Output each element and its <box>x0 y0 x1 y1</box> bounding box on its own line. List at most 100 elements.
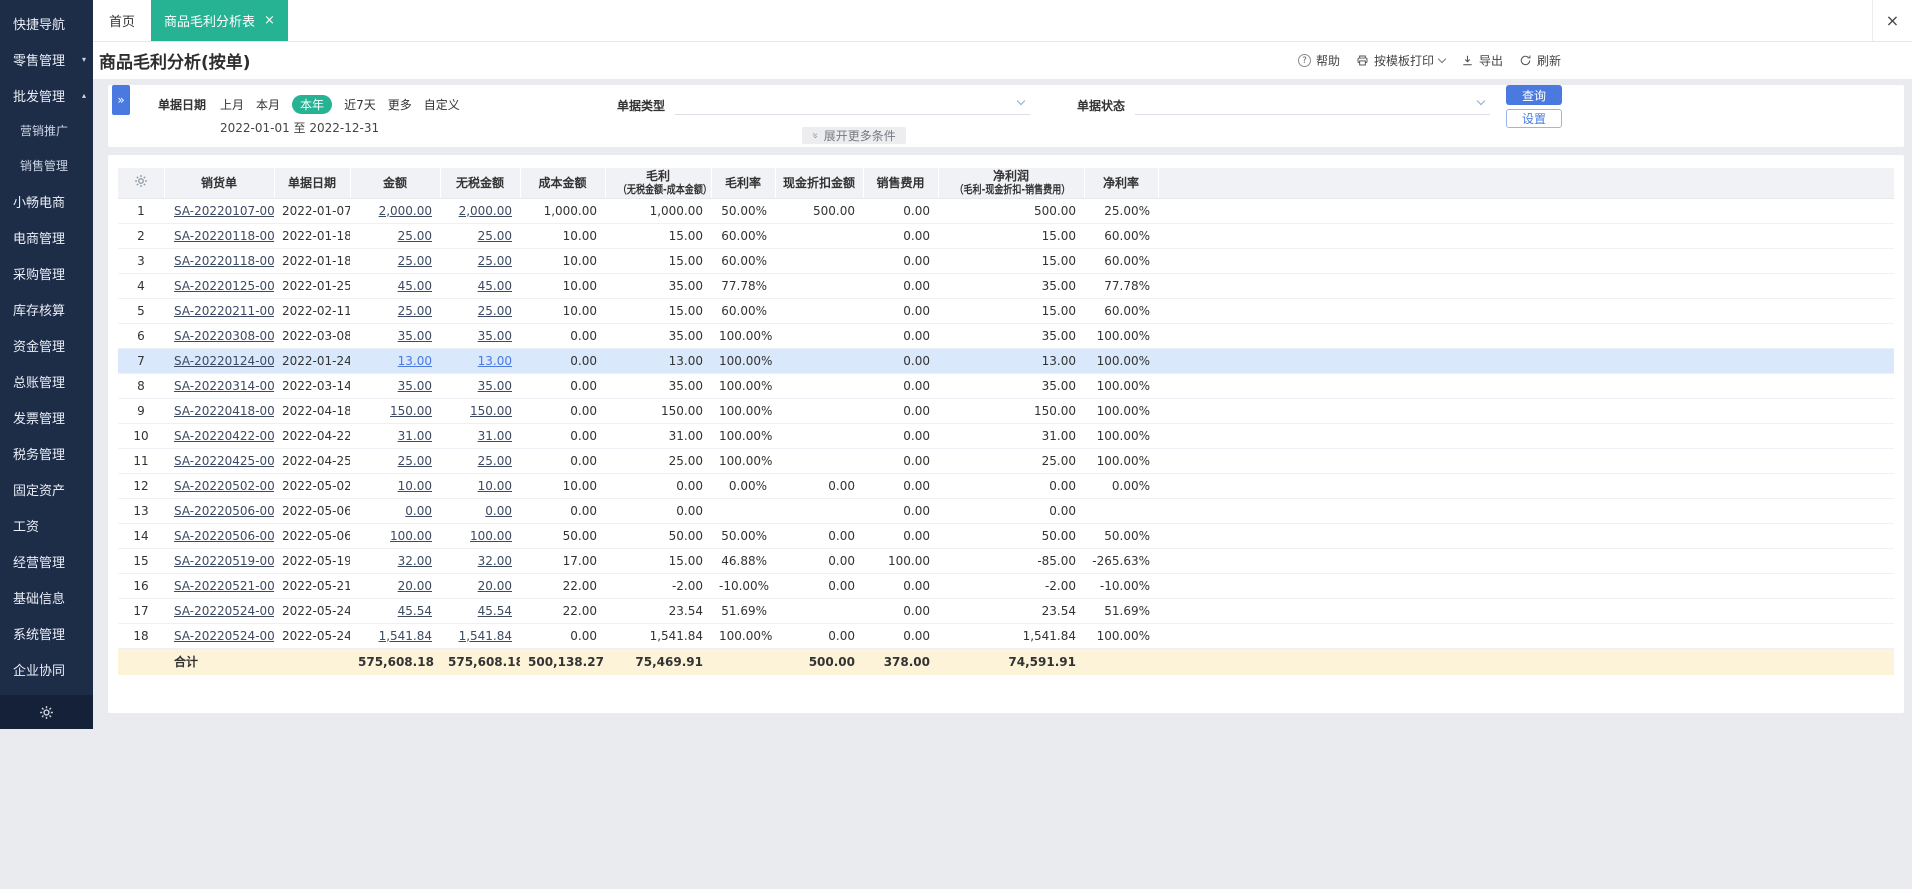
sidebar-item[interactable]: 销售管理 <box>0 148 93 183</box>
amount-link[interactable]: 45.00 <box>477 278 512 293</box>
column-header[interactable]: 成本金额 <box>520 168 606 199</box>
amount-link[interactable]: 45.54 <box>477 603 512 618</box>
amount-link[interactable]: 45.00 <box>397 278 432 293</box>
settings-button[interactable]: 设置 <box>1506 109 1562 128</box>
amount-link[interactable]: 0.00 <box>485 503 512 518</box>
sales-order-link[interactable]: SA-20220524-002 <box>174 628 274 643</box>
tab-home[interactable]: 首页 <box>109 15 136 30</box>
column-header[interactable]: 销售费用 <box>863 168 939 199</box>
help-button[interactable]: ? 帮助 <box>1298 52 1340 69</box>
close-icon[interactable]: × <box>1872 0 1912 41</box>
table-row[interactable]: 5 SA-20220211-001 2022-02-11 25.00 25.00 10.0… <box>118 298 1894 324</box>
table-row[interactable]: 8 SA-20220314-001 2022-03-14 35.00 35.00 0.00… <box>118 373 1894 399</box>
amount-link[interactable]: 25.00 <box>477 303 512 318</box>
amount-link[interactable]: 25.00 <box>477 253 512 268</box>
date-range-pill[interactable]: 本年 <box>292 95 333 114</box>
sidebar-item[interactable]: 批发管理 ▴ <box>0 77 93 113</box>
amount-link[interactable]: 1,541.84 <box>458 628 512 643</box>
sidebar-item[interactable]: 小畅电商 <box>0 183 93 219</box>
expand-more-conditions-button[interactable]: » 展开更多条件 <box>802 127 906 144</box>
table-row[interactable]: 14 SA-20220506-002 2022-05-06 100.00 100.00 5… <box>118 523 1894 549</box>
sidebar-item[interactable]: 经营管理 <box>0 543 93 579</box>
amount-link[interactable]: 32.00 <box>397 553 432 568</box>
table-row[interactable]: 16 SA-20220521-002 2022-05-21 20.00 20.00 22.… <box>118 573 1894 599</box>
sales-order-link[interactable]: SA-20220118-001 <box>174 228 274 243</box>
column-header[interactable]: 净利润 （毛利-现金折扣-销售费用） <box>938 168 1085 199</box>
table-row[interactable]: 6 SA-20220308-001 2022-03-08 35.00 35.00 0.00… <box>118 323 1894 349</box>
table-row[interactable]: 7 SA-20220124-001 2022-01-24 13.00 13.00 0.00… <box>118 348 1894 374</box>
table-row[interactable]: 13 SA-20220506-001 2022-05-06 0.00 0.00 0.00 0… <box>118 498 1894 524</box>
date-range-value[interactable]: 2022-01-01 至 2022-12-31 <box>220 121 380 135</box>
table-row[interactable]: 11 SA-20220425-001 2022-04-25 25.00 25.00 0.0… <box>118 448 1894 474</box>
tab-close-icon[interactable]: × <box>264 13 275 28</box>
amount-link[interactable]: 0.00 <box>405 503 432 518</box>
sidebar-item[interactable]: 税务管理 <box>0 435 93 471</box>
column-header[interactable]: 无税金额 <box>440 168 521 199</box>
amount-link[interactable]: 25.00 <box>477 453 512 468</box>
sales-order-link[interactable]: SA-20220502-001 <box>174 478 274 493</box>
sales-order-link[interactable]: SA-20220418-001 <box>174 403 274 418</box>
sidebar-item[interactable]: 营销推广 <box>0 113 93 148</box>
sidebar-item[interactable]: 快捷导航 <box>0 5 93 41</box>
column-header[interactable]: 毛利率 <box>711 168 776 199</box>
sidebar-item[interactable]: 固定资产 <box>0 471 93 507</box>
table-row[interactable]: 12 SA-20220502-001 2022-05-02 10.00 10.00 10.… <box>118 473 1894 499</box>
amount-link[interactable]: 45.54 <box>397 603 432 618</box>
amount-link[interactable]: 35.00 <box>477 378 512 393</box>
table-row[interactable]: 1 SA-20220107-001 2022-01-07 2,000.00 2,000.… <box>118 198 1894 224</box>
sales-order-link[interactable]: SA-20220308-001 <box>174 328 274 343</box>
amount-link[interactable]: 20.00 <box>477 578 512 593</box>
table-row[interactable]: 3 SA-20220118-002 2022-01-18 25.00 25.00 10.0… <box>118 248 1894 274</box>
amount-link[interactable]: 10.00 <box>397 478 432 493</box>
table-row[interactable]: 18 SA-20220524-002 2022-05-24 1,541.84 1,541… <box>118 623 1894 649</box>
expand-panel-button[interactable]: » <box>112 85 130 115</box>
doc-type-select[interactable] <box>675 95 1031 115</box>
sales-order-link[interactable]: SA-20220125-001 <box>174 278 274 293</box>
date-range-pill[interactable]: 本月 <box>256 98 281 112</box>
amount-link[interactable]: 2,000.00 <box>458 203 512 218</box>
amount-link[interactable]: 150.00 <box>390 403 432 418</box>
date-range-pill[interactable]: 近7天 <box>344 98 376 112</box>
amount-link[interactable]: 13.00 <box>477 353 512 368</box>
sales-order-link[interactable]: SA-20220211-001 <box>174 303 274 318</box>
amount-link[interactable]: 35.00 <box>477 328 512 343</box>
amount-link[interactable]: 100.00 <box>470 528 512 543</box>
sidebar-item[interactable]: 基础信息 <box>0 579 93 615</box>
column-header[interactable]: 金额 <box>350 168 441 199</box>
date-range-pill[interactable]: 上月 <box>220 98 245 112</box>
column-header[interactable]: 销货单 <box>164 168 275 199</box>
amount-link[interactable]: 31.00 <box>477 428 512 443</box>
date-range-pill[interactable]: 更多 <box>387 98 412 112</box>
amount-link[interactable]: 100.00 <box>390 528 432 543</box>
sales-order-link[interactable]: SA-20220118-002 <box>174 253 274 268</box>
tab-product-profit-report[interactable]: 商品毛利分析表 × <box>151 0 288 41</box>
sidebar-item[interactable]: 系统管理 <box>0 615 93 651</box>
sidebar-item[interactable]: 企业协同 <box>0 651 93 687</box>
sales-order-link[interactable]: SA-20220425-001 <box>174 453 274 468</box>
sales-order-link[interactable]: SA-20220524-001 <box>174 603 274 618</box>
amount-link[interactable]: 35.00 <box>397 328 432 343</box>
table-row[interactable]: 2 SA-20220118-001 2022-01-18 25.00 25.00 10.0… <box>118 223 1894 249</box>
table-row[interactable]: 17 SA-20220524-001 2022-05-24 45.54 45.54 22.… <box>118 598 1894 624</box>
table-row[interactable]: 9 SA-20220418-001 2022-04-18 150.00 150.00 0.… <box>118 398 1894 424</box>
amount-link[interactable]: 10.00 <box>477 478 512 493</box>
sales-order-link[interactable]: SA-20220422-001 <box>174 428 274 443</box>
amount-link[interactable]: 32.00 <box>477 553 512 568</box>
sidebar-item[interactable]: 采购管理 <box>0 255 93 291</box>
sidebar-item[interactable]: 零售管理 ▾ <box>0 41 93 77</box>
sales-order-link[interactable]: SA-20220107-001 <box>174 203 274 218</box>
column-header[interactable]: 净利率 <box>1084 168 1159 199</box>
amount-link[interactable]: 150.00 <box>470 403 512 418</box>
table-row[interactable]: 15 SA-20220519-001 2022-05-19 32.00 32.00 17.… <box>118 548 1894 574</box>
query-button[interactable]: 查询 <box>1506 85 1562 105</box>
sidebar-item[interactable]: 发票管理 <box>0 399 93 435</box>
table-row[interactable]: 4 SA-20220125-001 2022-01-25 45.00 45.00 10.0… <box>118 273 1894 299</box>
column-header[interactable]: 单据日期 <box>274 168 351 199</box>
sales-order-link[interactable]: SA-20220519-001 <box>174 553 274 568</box>
sales-order-link[interactable]: SA-20220506-002 <box>174 528 274 543</box>
sidebar-item[interactable]: 电商管理 <box>0 219 93 255</box>
sidebar-settings-button[interactable] <box>0 695 93 729</box>
column-settings-button[interactable] <box>118 168 165 199</box>
amount-link[interactable]: 31.00 <box>397 428 432 443</box>
amount-link[interactable]: 25.00 <box>397 453 432 468</box>
